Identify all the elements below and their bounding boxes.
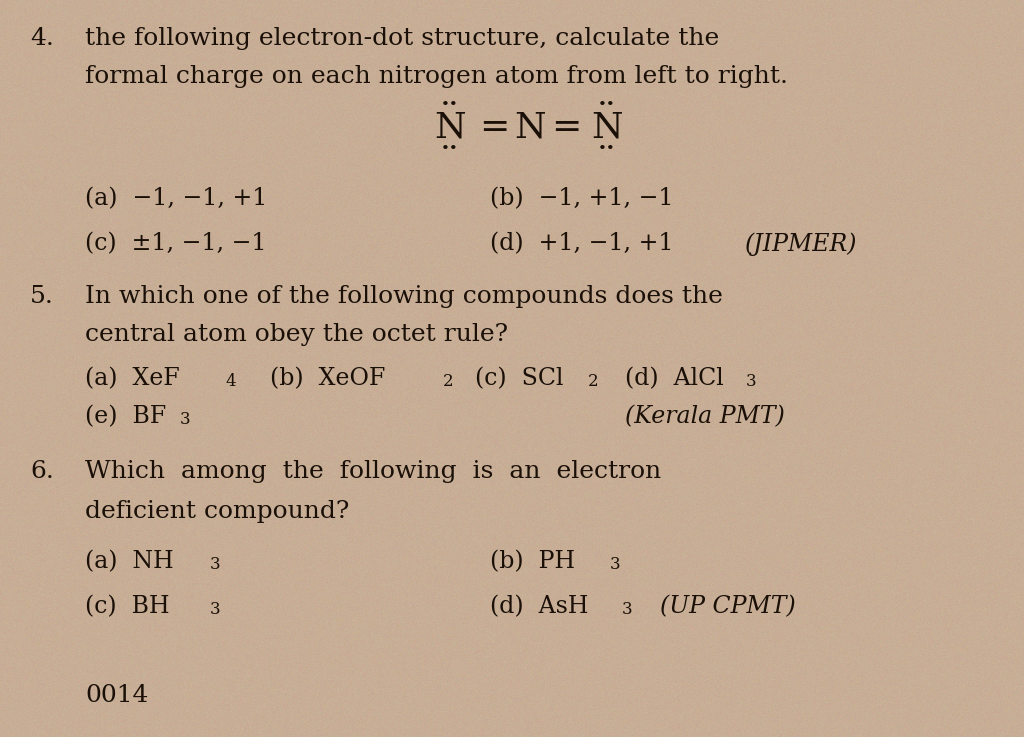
Text: =: =	[551, 110, 582, 144]
Text: 3: 3	[622, 601, 633, 618]
Text: 6.: 6.	[30, 460, 54, 483]
Text: N: N	[591, 110, 623, 144]
Text: 2: 2	[443, 373, 454, 390]
Text: 3: 3	[610, 556, 621, 573]
Text: (b)  PH: (b) PH	[490, 550, 575, 573]
Text: N: N	[514, 110, 546, 144]
Text: ••: ••	[598, 98, 615, 112]
Text: (Kerala PMT): (Kerala PMT)	[625, 405, 784, 428]
Text: (a)  XeF: (a) XeF	[85, 367, 180, 390]
Text: 0014: 0014	[85, 684, 148, 707]
Text: 3: 3	[180, 411, 190, 428]
Text: formal charge on each nitrogen atom from left to right.: formal charge on each nitrogen atom from…	[85, 65, 788, 88]
Text: (b)  −1, +1, −1: (b) −1, +1, −1	[490, 187, 674, 210]
Text: (d)  AsH: (d) AsH	[490, 595, 589, 618]
Text: (d)  +1, −1, +1: (d) +1, −1, +1	[490, 232, 674, 255]
Text: (JIPMER): (JIPMER)	[745, 232, 857, 256]
Text: In which one of the following compounds does the: In which one of the following compounds …	[85, 285, 723, 308]
Text: (e)  BF: (e) BF	[85, 405, 166, 428]
Text: (a)  NH: (a) NH	[85, 550, 174, 573]
Text: ••: ••	[598, 142, 615, 156]
Text: =: =	[479, 110, 509, 144]
Text: (b)  XeOF: (b) XeOF	[270, 367, 385, 390]
Text: 4.: 4.	[30, 27, 54, 50]
Text: ••: ••	[441, 98, 459, 112]
Text: (c)  BH: (c) BH	[85, 595, 170, 618]
Text: (UP CPMT): (UP CPMT)	[660, 595, 796, 618]
Text: ••: ••	[441, 142, 459, 156]
Text: the following electron-dot structure, calculate the: the following electron-dot structure, ca…	[85, 27, 719, 50]
Text: (d)  AlCl: (d) AlCl	[625, 367, 724, 390]
Text: (c)  ±1, −1, −1: (c) ±1, −1, −1	[85, 232, 266, 255]
Text: (c)  SCl: (c) SCl	[475, 367, 563, 390]
Text: deficient compound?: deficient compound?	[85, 500, 349, 523]
Text: 3: 3	[210, 556, 220, 573]
Text: (a)  −1, −1, +1: (a) −1, −1, +1	[85, 187, 267, 210]
Text: 3: 3	[746, 373, 757, 390]
Text: N: N	[434, 110, 466, 144]
Text: central atom obey the octet rule?: central atom obey the octet rule?	[85, 323, 508, 346]
Text: 5.: 5.	[30, 285, 54, 308]
Text: 4: 4	[225, 373, 236, 390]
Text: 2: 2	[588, 373, 599, 390]
Text: 3: 3	[210, 601, 220, 618]
Text: Which  among  the  following  is  an  electron: Which among the following is an electron	[85, 460, 662, 483]
